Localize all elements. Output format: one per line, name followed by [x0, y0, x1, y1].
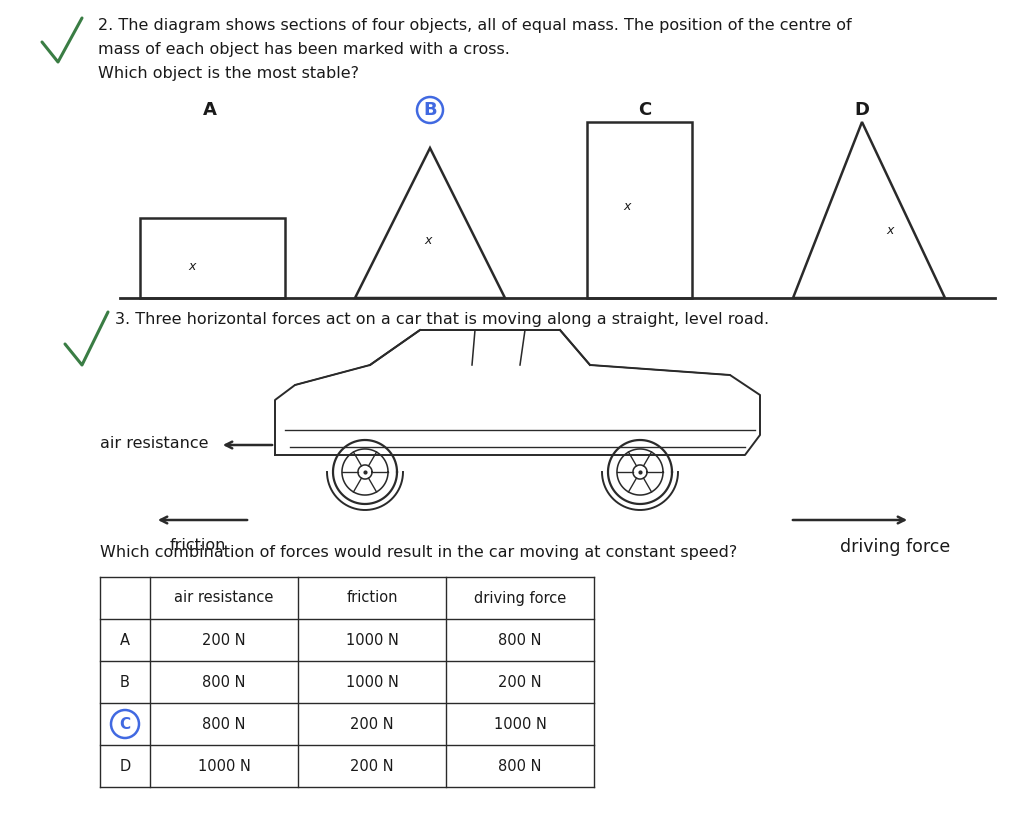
- Text: C: C: [120, 717, 131, 732]
- Text: C: C: [638, 101, 651, 119]
- Text: D: D: [120, 759, 131, 774]
- Text: 2. The diagram shows sections of four objects, all of equal mass. The position o: 2. The diagram shows sections of four ob…: [98, 18, 852, 33]
- Text: x: x: [887, 224, 894, 237]
- Text: driving force: driving force: [840, 538, 950, 556]
- Text: B: B: [120, 675, 130, 690]
- Text: friction: friction: [346, 590, 397, 606]
- Text: 800 N: 800 N: [203, 717, 246, 732]
- Text: Which combination of forces would result in the car moving at constant speed?: Which combination of forces would result…: [100, 545, 737, 560]
- Text: x: x: [188, 260, 196, 273]
- Text: friction: friction: [170, 538, 226, 553]
- Text: Which object is the most stable?: Which object is the most stable?: [98, 66, 359, 81]
- Text: x: x: [624, 200, 631, 213]
- Text: 200 N: 200 N: [350, 717, 394, 732]
- Text: 1000 N: 1000 N: [198, 759, 251, 774]
- Text: 1000 N: 1000 N: [345, 675, 398, 690]
- Text: 800 N: 800 N: [203, 675, 246, 690]
- Text: D: D: [854, 101, 869, 119]
- Bar: [140, 218, 285, 298]
- Text: air resistance: air resistance: [100, 436, 209, 450]
- Text: 800 N: 800 N: [499, 632, 542, 648]
- Text: 1000 N: 1000 N: [494, 717, 547, 732]
- Text: mass of each object has been marked with a cross.: mass of each object has been marked with…: [98, 42, 510, 57]
- Text: 200 N: 200 N: [350, 759, 394, 774]
- Text: 200 N: 200 N: [499, 675, 542, 690]
- Text: B: B: [423, 101, 437, 119]
- Text: 800 N: 800 N: [499, 759, 542, 774]
- Text: A: A: [120, 632, 130, 648]
- Bar: [587, 122, 692, 298]
- Text: 200 N: 200 N: [202, 632, 246, 648]
- Text: 3. Three horizontal forces act on a car that is moving along a straight, level r: 3. Three horizontal forces act on a car …: [115, 312, 769, 327]
- Text: driving force: driving force: [474, 590, 566, 606]
- Text: A: A: [203, 101, 217, 119]
- Text: air resistance: air resistance: [174, 590, 273, 606]
- Text: 1000 N: 1000 N: [345, 632, 398, 648]
- Text: x: x: [424, 233, 432, 247]
